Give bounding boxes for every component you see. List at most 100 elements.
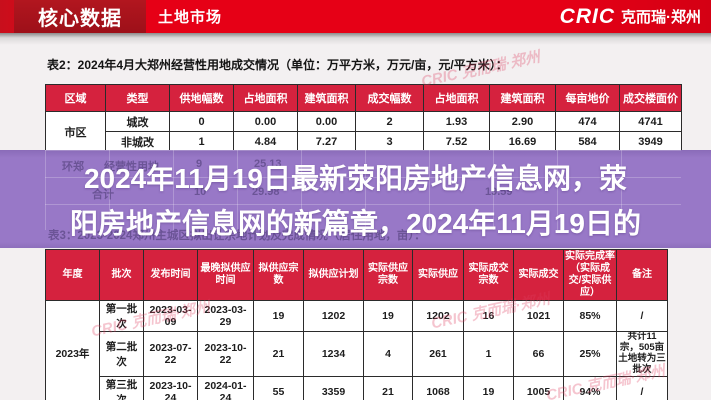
cell: 1202 xyxy=(303,300,364,332)
cell: 1005 xyxy=(513,375,564,400)
cell: 城改 xyxy=(105,111,170,132)
cell: 261 xyxy=(412,331,464,377)
table-row: 第二批次 2023-07-22 2023-10-22 21 1234 4 261… xyxy=(46,331,668,377)
supply-plan-table: 年度 批次 发布时间 最晚拟供应时间 拟供应宗数 拟供应计划 实际供应宗数 实际… xyxy=(45,249,668,400)
table-row: 非城改 1 4.84 7.27 3 7.52 16.69 584 3949 xyxy=(46,131,682,152)
ghost-table3-caption: 表3：2023-2024郑州主城区拟出让宗地计划及完成情况（居住用地，亩）： xyxy=(48,230,426,242)
cell: 25% xyxy=(563,331,617,377)
tab-land-market-label: 土地市场 xyxy=(158,9,223,26)
brand-box: 核心数据 xyxy=(14,0,146,33)
table1-header-row: 区域 类型 供地幅数 占地面积 建筑面积 成交幅数 占地面积 建筑面积 每亩地价… xyxy=(45,84,682,112)
table2-col-header: 拟供应计划 xyxy=(303,249,364,301)
ghost-cell: 25.13 xyxy=(254,158,282,170)
cell: 21 xyxy=(253,331,304,377)
table2-col-header: 拟供应宗数 xyxy=(253,249,304,301)
cric-logo: CRIC 克而瑞·郑州 xyxy=(560,0,701,33)
cell: 4741 xyxy=(619,111,682,132)
table2-col-header: 发布时间 xyxy=(143,249,198,301)
table2-col-header: 年度 xyxy=(45,249,100,301)
cell: 21 xyxy=(363,375,413,400)
ghost-cell: 19.59 xyxy=(485,186,513,198)
cell: 474 xyxy=(555,111,620,132)
table1-col-header: 每亩地价 xyxy=(555,84,620,112)
table1-col-header: 成交幅数 xyxy=(355,84,424,112)
table1-col-header: 供地幅数 xyxy=(169,84,234,112)
cell: 94% xyxy=(563,375,617,400)
ghost-table-grid xyxy=(45,150,681,230)
cell: 2023-03-29 xyxy=(197,300,254,332)
table-row: 2023年 第一批次 2023-03-09 2023-03-29 19 1202… xyxy=(45,300,668,400)
region-cell: 市区 xyxy=(45,111,106,152)
cell: 55 xyxy=(253,375,304,400)
cell: 0 xyxy=(169,111,234,132)
table2-header-row: 年度 批次 发布时间 最晚拟供应时间 拟供应宗数 拟供应计划 实际供应宗数 实际… xyxy=(45,249,668,301)
table-row: 市区 城改 0 0.00 0.00 2 1.93 2.90 474 4741 xyxy=(45,111,682,152)
ghost-cell: 环郑 xyxy=(62,161,84,173)
cell: 第三批次 xyxy=(99,375,144,400)
cell: 2023-03-09 xyxy=(143,300,198,332)
cell: 第一批次 xyxy=(99,300,144,332)
cell: 2023-10-22 xyxy=(197,331,254,377)
cell: 19 xyxy=(253,300,304,332)
table2-col-header: 实际完成率（实际成交/实际供应） xyxy=(563,249,617,301)
cell: 19 xyxy=(463,375,514,400)
ghost-cell: 9 xyxy=(196,158,203,170)
cell: 1202 xyxy=(412,300,464,332)
cell: 66 xyxy=(513,331,564,377)
cell: 7.27 xyxy=(297,131,356,152)
cell: / xyxy=(616,375,668,400)
table2-col-header: 批次 xyxy=(99,249,144,301)
cell: 2023-07-22 xyxy=(143,331,198,377)
cell: 2 xyxy=(355,111,424,132)
brand-title: 核心数据 xyxy=(38,8,122,30)
cell: 7.52 xyxy=(423,131,490,152)
remark-cell: 共计11宗，505亩土地转为三批次 xyxy=(616,331,668,377)
cell: 3 xyxy=(355,131,424,152)
cell: 16 xyxy=(463,300,514,332)
table1-col-header: 区域 xyxy=(45,84,106,112)
cell: 85% xyxy=(563,300,617,332)
table1-col-header: 建筑面积 xyxy=(297,84,356,112)
cell: 2024-01-24 xyxy=(197,375,254,400)
headline-line-1: 2024年11月19日最新荥阳房地产信息网，荥 xyxy=(83,162,628,194)
tab-land-market[interactable]: 土地市场 xyxy=(158,0,222,33)
cell: 非城改 xyxy=(105,131,170,152)
land-deal-table: 区域 类型 供地幅数 占地面积 建筑面积 成交幅数 占地面积 建筑面积 每亩地价… xyxy=(45,84,682,152)
top-bar: 核心数据 土地市场 CRIC 克而瑞·郑州 xyxy=(0,0,711,33)
ghost-cell: 合计 xyxy=(92,189,114,201)
cell: 16.69 xyxy=(489,131,556,152)
cell: 第二批次 xyxy=(99,331,144,377)
table-row: 第三批次 2023-10-24 2024-01-24 55 3359 21 10… xyxy=(46,375,668,400)
year-cell: 2023年 xyxy=(45,300,100,400)
table1-col-header: 占地面积 xyxy=(233,84,298,112)
ghost-cell: 经营性用地 xyxy=(104,161,159,173)
cell: 1.93 xyxy=(423,111,490,132)
cell: 2023-10-24 xyxy=(143,375,198,400)
cell: 3949 xyxy=(619,131,682,152)
table1-title: 表2：2024年4月大郑州经营性用地成交情况（单位：万平方米，万元/亩，元/平方… xyxy=(47,58,508,72)
cell: 1068 xyxy=(412,375,464,400)
cell: 1 xyxy=(463,331,514,377)
cric-logo-icon: CRIC xyxy=(559,4,615,28)
cell: 584 xyxy=(555,131,620,152)
table1-col-header: 建筑面积 xyxy=(489,84,556,112)
cell: 3359 xyxy=(303,375,364,400)
ghost-cell: 10 xyxy=(194,186,207,198)
table1-col-header: 类型 xyxy=(105,84,170,112)
table2-col-header: 实际成交宗数 xyxy=(463,249,514,301)
headline-line-2: 阳房地产信息网的新篇章，2024年11月19日的 xyxy=(69,207,642,239)
cric-logo-name: 克而瑞·郑州 xyxy=(621,9,701,26)
cell: 4 xyxy=(363,331,413,377)
table2-col-header: 最晚拟供应时间 xyxy=(197,249,254,301)
table1-col-header: 成交楼面价 xyxy=(619,84,682,112)
cell: 0.00 xyxy=(297,111,356,132)
cell: 1234 xyxy=(303,331,364,377)
cell: 0.00 xyxy=(233,111,298,132)
table2-col-header: 实际供应宗数 xyxy=(363,249,413,301)
headline-overlay-banner: 环郑 经营性用地 9 25.13 合计 10 29.98 19.59 表3：20… xyxy=(0,150,711,248)
ghost-cell: 29.98 xyxy=(252,186,280,198)
cell: 2.90 xyxy=(489,111,556,132)
cell: / xyxy=(616,300,668,332)
table2-col-header: 实际成交 xyxy=(513,249,564,301)
